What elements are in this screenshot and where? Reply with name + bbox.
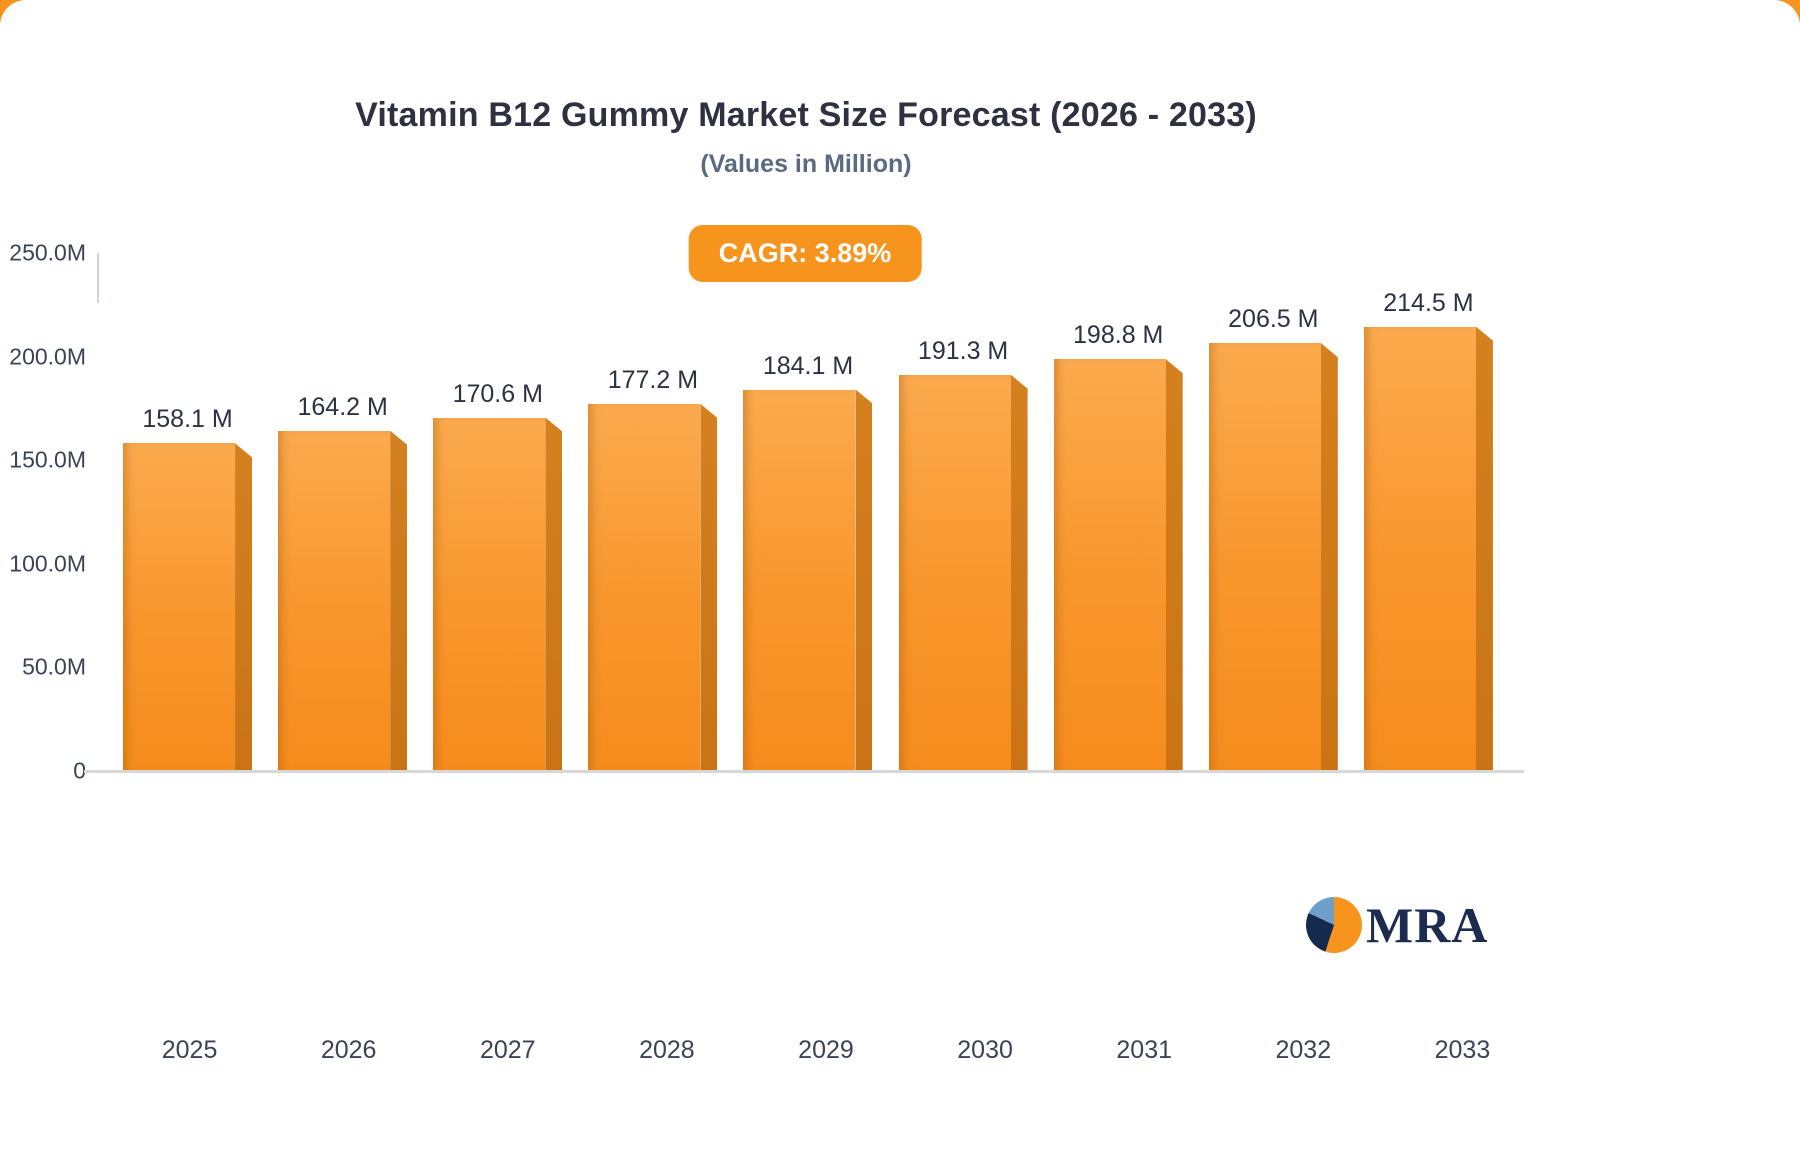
bar-chart: 250.0M 200.0M 150.0M 100.0M 50.0M 0 158.1 M 16… xyxy=(0,240,1800,1064)
bar-front-face xyxy=(278,430,391,771)
bar-front-face xyxy=(898,374,1011,771)
pie-chart-icon xyxy=(1306,897,1362,953)
y-axis-label: 0 xyxy=(73,757,86,784)
x-axis-label: 2033 xyxy=(1434,1036,1491,1064)
cagr-badge: CAGR: 3.89% xyxy=(688,225,922,282)
x-axis-labels: 2025 2026 2027 2028 2029 2030 2031 2032 2033 xyxy=(92,1036,1560,1065)
bar xyxy=(588,403,718,771)
chart-title: Vitamin B12 Gummy Market Size Forecast (… xyxy=(355,96,1257,134)
bar-value-label: 177.2 M xyxy=(607,365,699,394)
bar-side-face xyxy=(1320,343,1338,771)
y-axis-label: 150.0M xyxy=(9,446,86,473)
x-axis-label: 2028 xyxy=(639,1036,695,1064)
bar-front-face xyxy=(123,443,236,771)
bar-side-face xyxy=(1165,359,1183,771)
x-axis-label: 2025 xyxy=(161,1036,218,1064)
bar-value-label: 206.5 M xyxy=(1228,305,1319,334)
y-axis: 250.0M 200.0M 150.0M 100.0M 50.0M 0 xyxy=(0,240,86,784)
y-axis-line xyxy=(97,253,99,303)
bars: 158.1 M 164.2 M 170.6 M 177.2 M 184.1 M 191.3… xyxy=(92,253,1524,771)
x-axis-label: 2027 xyxy=(479,1036,536,1064)
bar-value-label: 170.6 M xyxy=(452,379,543,408)
bar xyxy=(1363,326,1493,771)
bar-front-face xyxy=(1208,343,1321,771)
x-axis-label: 2031 xyxy=(1116,1036,1173,1064)
y-axis-label: 100.0M xyxy=(9,550,86,577)
bar-front-face xyxy=(1363,326,1476,771)
x-axis-line xyxy=(84,770,1524,773)
bar xyxy=(433,417,563,771)
bar-group: 177.2 M xyxy=(575,366,730,771)
bar-front-face xyxy=(588,403,701,771)
bar xyxy=(1208,343,1338,771)
bar-front-face xyxy=(1053,359,1166,771)
bar-side-face xyxy=(1475,326,1493,771)
bar-value-label: 214.5 M xyxy=(1383,288,1474,317)
bar-group: 198.8 M xyxy=(1041,321,1196,771)
bar-front-face xyxy=(743,389,856,771)
bar-side-face xyxy=(1010,374,1028,771)
bar-value-label: 164.2 M xyxy=(297,392,388,421)
bar xyxy=(1053,359,1183,771)
bar-value-label: 198.8 M xyxy=(1073,321,1164,350)
bar-group: 214.5 M xyxy=(1351,289,1506,771)
y-axis-label: 250.0M xyxy=(9,239,86,266)
x-axis-label: 2030 xyxy=(957,1036,1013,1064)
y-axis-label: 200.0M xyxy=(9,343,86,370)
bar-value-label: 184.1 M xyxy=(762,351,854,380)
bar-value-label: 158.1 M xyxy=(142,405,233,434)
bar xyxy=(898,374,1028,771)
bar-group: 184.1 M xyxy=(730,352,885,771)
bar-group: 170.6 M xyxy=(420,380,575,771)
bar-side-face xyxy=(700,403,718,771)
bar-front-face xyxy=(433,417,546,771)
bar-side-face xyxy=(390,430,408,771)
logo-text: MRA xyxy=(1366,897,1489,953)
bar-value-label: 191.3 M xyxy=(917,336,1009,365)
bar-side-face xyxy=(545,417,563,771)
x-axis-label: 2026 xyxy=(320,1036,377,1064)
bar-group: 191.3 M xyxy=(886,337,1041,771)
bar-group: 164.2 M xyxy=(265,393,420,771)
y-axis-label: 50.0M xyxy=(22,653,86,680)
bar xyxy=(743,389,873,771)
logo: MRA xyxy=(1306,896,1488,954)
bar-side-face xyxy=(235,443,253,771)
x-axis-label: 2029 xyxy=(798,1036,854,1064)
x-axis-label: 2032 xyxy=(1275,1036,1332,1064)
bar xyxy=(278,430,408,771)
bar-side-face xyxy=(855,389,873,771)
bar-group: 206.5 M xyxy=(1196,305,1351,771)
bar-group: 158.1 M xyxy=(110,405,265,771)
chart-subtitle: (Values in Million) xyxy=(700,150,912,178)
bar xyxy=(123,443,253,771)
plot-area: 158.1 M 164.2 M 170.6 M 177.2 M 184.1 M 191.3… xyxy=(84,253,1524,773)
